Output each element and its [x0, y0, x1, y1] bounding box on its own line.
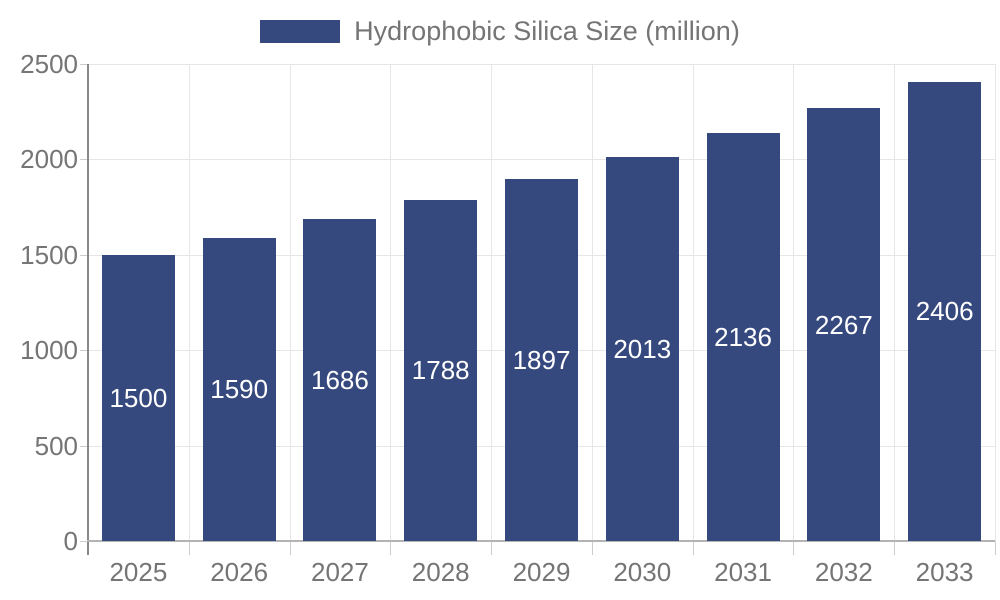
chart-legend[interactable]: Hydrophobic Silica Size (million)	[0, 16, 1000, 46]
legend-swatch	[260, 19, 341, 43]
x-axis-label: 2027	[311, 557, 369, 587]
x-axis-label: 2026	[210, 557, 269, 587]
x-axis-label: 2029	[512, 557, 571, 587]
y-axis-tick	[80, 64, 88, 65]
x-axis-tick	[591, 541, 593, 555]
x-axis-tick	[995, 541, 996, 555]
legend-label: Hydrophobic Silica Size (million)	[354, 15, 740, 46]
x-axis-tick	[188, 541, 190, 555]
x-axis-tick	[491, 541, 493, 555]
bar-2032[interactable]: 2267	[807, 108, 881, 541]
v-gridline	[491, 64, 493, 541]
y-axis-line	[87, 64, 89, 555]
v-gridline	[793, 64, 795, 541]
v-gridline	[894, 64, 896, 541]
y-axis-label: 1000	[20, 335, 78, 366]
v-gridline	[995, 64, 996, 541]
y-axis-tick	[80, 350, 88, 352]
y-axis-tick	[80, 541, 88, 542]
bar-2031[interactable]: 2136	[706, 133, 780, 541]
x-axis-tick	[894, 541, 896, 555]
x-axis-label: 2033	[915, 557, 974, 587]
bar-value-label: 1590	[210, 374, 269, 405]
v-gridline	[390, 64, 392, 541]
x-axis-tick	[289, 541, 291, 555]
bar-value-label: 1897	[512, 345, 571, 376]
x-axis-label: 2025	[109, 557, 168, 587]
bar-value-label: 2013	[613, 333, 672, 364]
y-axis-label: 2000	[20, 144, 78, 175]
v-gridline	[289, 64, 291, 541]
bar-2027[interactable]: 1686	[303, 219, 377, 541]
y-axis-tick	[80, 445, 88, 447]
x-axis-label: 2032	[814, 557, 873, 587]
bar-value-label: 1500	[109, 382, 168, 413]
bar-2025[interactable]: 1500	[101, 254, 175, 541]
x-axis-label: 2031	[714, 557, 772, 587]
y-axis-tick	[80, 159, 88, 161]
bar-value-label: 1686	[311, 365, 369, 396]
h-gridline	[88, 64, 995, 65]
bar-2030[interactable]: 2013	[605, 156, 679, 541]
bar-value-label: 2406	[915, 296, 974, 327]
bar-2028[interactable]: 1788	[404, 199, 478, 541]
x-axis-label: 2028	[411, 557, 470, 587]
bar-value-label: 2136	[714, 322, 772, 353]
bar-value-label: 1788	[411, 355, 470, 386]
v-gridline	[591, 64, 593, 541]
x-axis-tick	[793, 541, 795, 555]
bar-2033[interactable]: 2406	[908, 81, 982, 541]
y-axis-tick	[80, 254, 88, 256]
v-gridline	[188, 64, 190, 541]
y-axis-label: 1500	[20, 239, 78, 270]
y-axis-label: 2500	[20, 49, 78, 79]
h-gridline	[88, 159, 995, 161]
x-axis-line	[87, 540, 995, 542]
y-axis-label: 0	[63, 526, 78, 556]
x-axis-tick	[390, 541, 392, 555]
v-gridline	[692, 64, 694, 541]
x-axis-tick	[692, 541, 694, 555]
bar-2026[interactable]: 1590	[202, 237, 276, 541]
x-axis-label: 2030	[613, 557, 672, 587]
bar-2029[interactable]: 1897	[505, 179, 578, 541]
y-axis-label: 500	[34, 430, 78, 461]
bar-value-label: 2267	[814, 309, 873, 340]
